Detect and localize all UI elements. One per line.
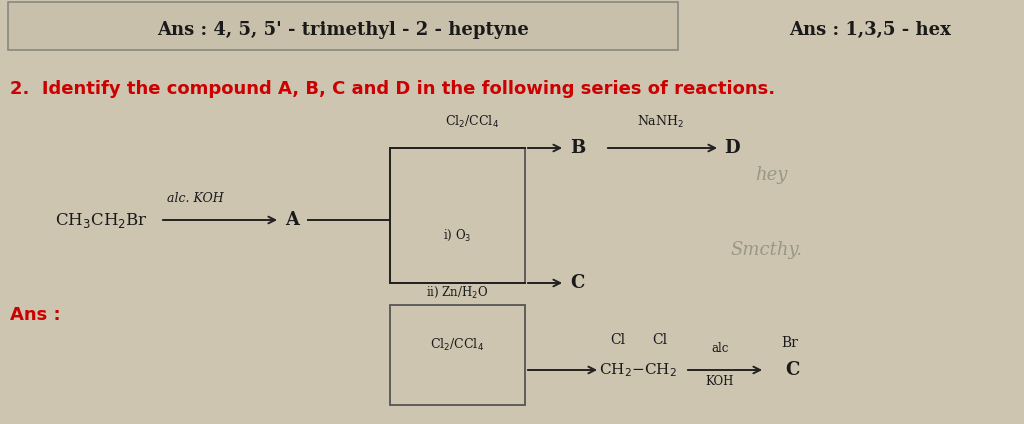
Text: B: B (570, 139, 586, 157)
Text: Cl$_2$/CCl$_4$: Cl$_2$/CCl$_4$ (445, 114, 500, 130)
Bar (390, 305, 525, 405)
Text: Ans : 1,3,5 - hex: Ans : 1,3,5 - hex (790, 21, 951, 39)
Text: Smcthy.: Smcthy. (730, 241, 802, 259)
Text: D: D (724, 139, 739, 157)
Text: alc. KOH: alc. KOH (167, 192, 223, 205)
Text: Ans : 4, 5, 5' - trimethyl - 2 - heptyne: Ans : 4, 5, 5' - trimethyl - 2 - heptyne (157, 21, 529, 39)
Text: C: C (570, 274, 585, 292)
Text: Cl$_2$/CCl$_4$: Cl$_2$/CCl$_4$ (430, 337, 484, 353)
Text: KOH: KOH (706, 375, 734, 388)
Text: Br: Br (781, 336, 799, 350)
Bar (390, 148, 525, 283)
Text: alc: alc (712, 342, 729, 355)
Text: CH$_2$$-$CH$_2$: CH$_2$$-$CH$_2$ (599, 361, 677, 379)
Text: C: C (785, 361, 800, 379)
Text: hey: hey (755, 166, 787, 184)
Text: A: A (285, 211, 299, 229)
Text: Ans :: Ans : (10, 306, 60, 324)
Text: 2.  Identify the compound A, B, C and D in the following series of reactions.: 2. Identify the compound A, B, C and D i… (10, 80, 775, 98)
Text: Cl: Cl (610, 333, 626, 347)
Text: NaNH$_2$: NaNH$_2$ (637, 114, 683, 130)
Text: i) O$_3$: i) O$_3$ (443, 228, 472, 243)
Text: ii) Zn/H$_2$O: ii) Zn/H$_2$O (426, 285, 488, 300)
Text: Cl: Cl (652, 333, 668, 347)
Text: CH$_3$CH$_2$Br: CH$_3$CH$_2$Br (55, 210, 147, 229)
Bar (8, 2, 678, 50)
